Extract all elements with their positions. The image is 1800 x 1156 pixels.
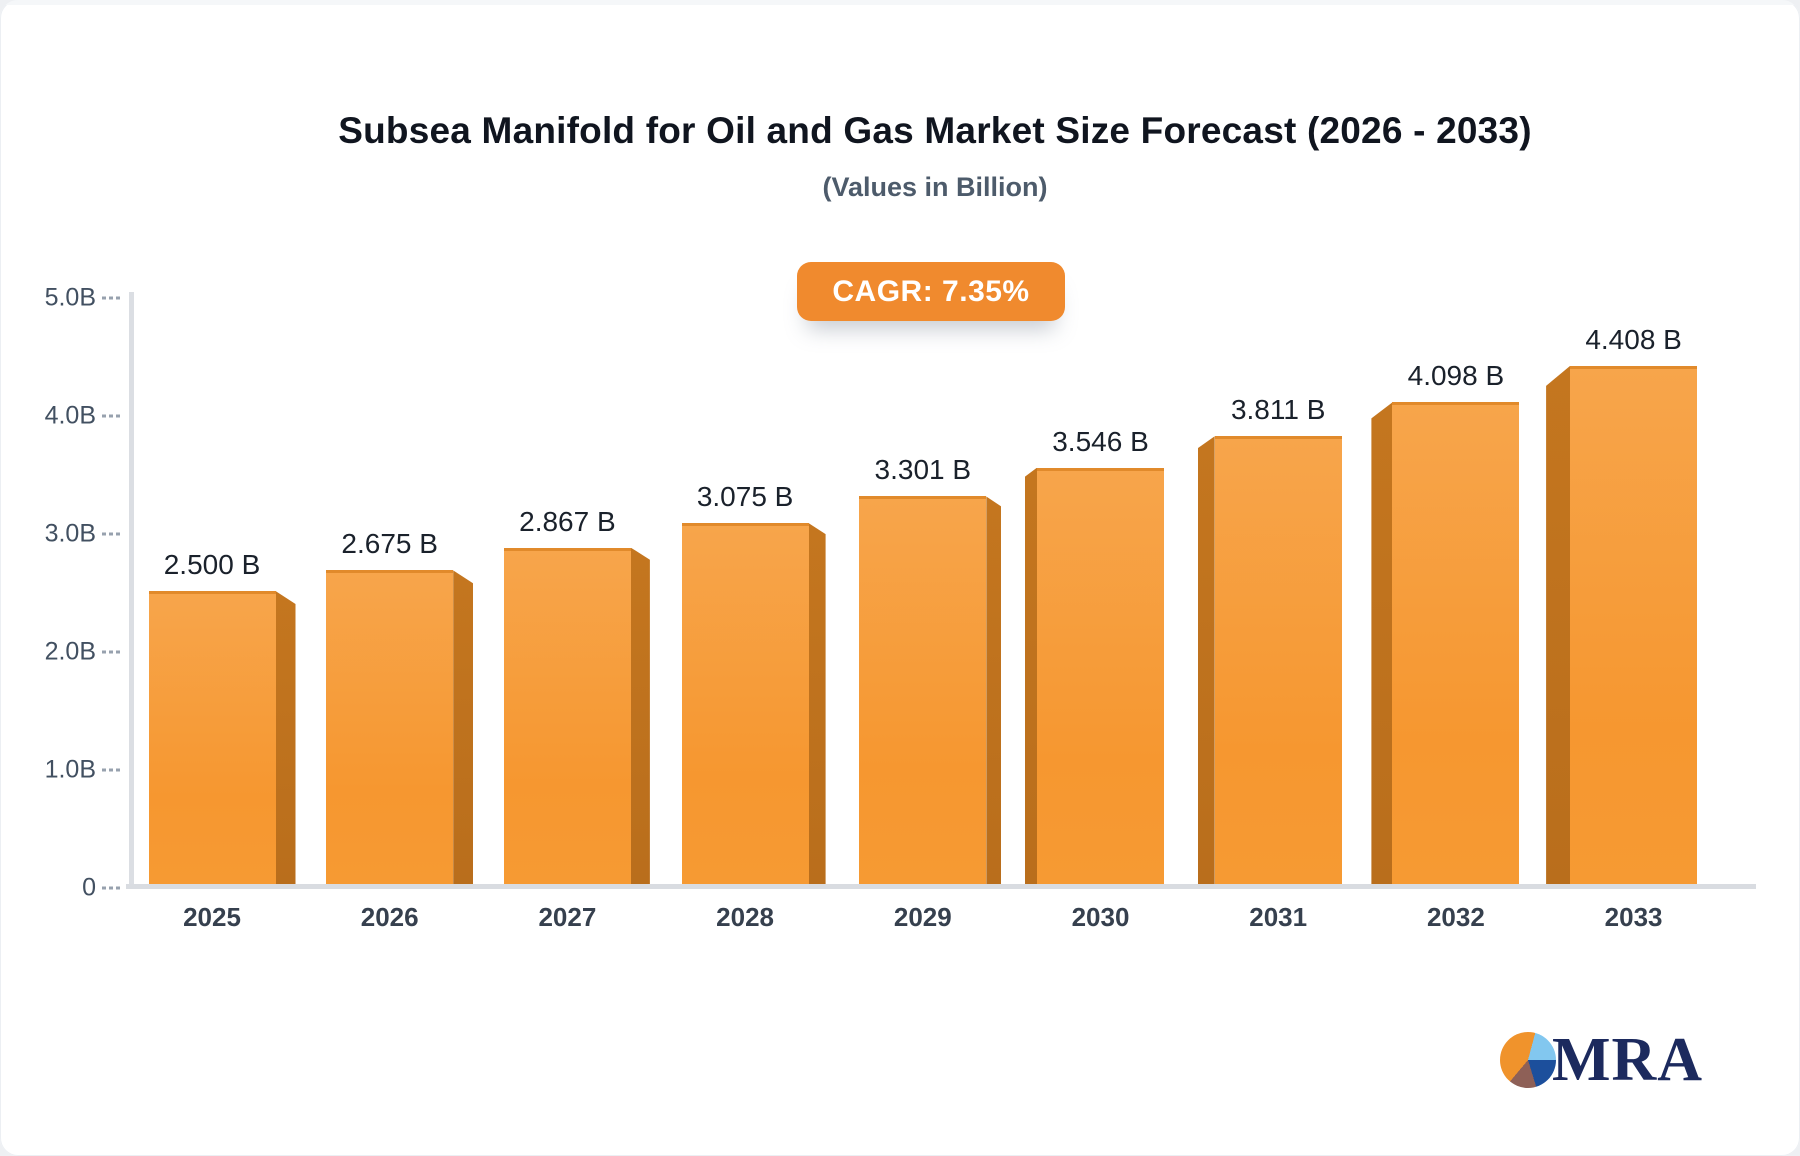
logo-text: MRA <box>1552 1026 1704 1094</box>
bar-2029 <box>859 496 987 884</box>
y-tick-mark <box>102 650 122 654</box>
y-tick-label: 4.0B <box>44 401 96 430</box>
bar-3d-side-2027 <box>630 547 650 884</box>
bar-2030 <box>1037 467 1164 884</box>
y-tick-mark <box>102 886 122 890</box>
bar-2031 <box>1214 436 1342 884</box>
bar-value-label: 4.408 B <box>1585 323 1682 355</box>
bar-3d-side-2032 <box>1371 402 1393 884</box>
x-axis-label-2025: 2025 <box>183 902 241 932</box>
pie-chart-icon <box>1500 1032 1556 1088</box>
cagr-badge-label: CAGR: 7.35% <box>832 274 1030 308</box>
y-tick-mark <box>102 296 122 300</box>
x-axis-label-2032: 2032 <box>1426 902 1485 932</box>
x-axis-label-2031: 2031 <box>1249 902 1308 932</box>
x-axis-line <box>126 884 1756 889</box>
bar-3d-side-2030 <box>1025 467 1037 884</box>
y-axis-line <box>129 292 134 889</box>
y-tick-label: 3.0B <box>44 519 96 548</box>
x-axis-label-2026: 2026 <box>360 902 419 932</box>
bar-3d-side-2025 <box>275 591 296 884</box>
bar-2025 <box>148 591 276 884</box>
x-axis-label-2029: 2029 <box>893 902 952 932</box>
bar-3d-side-2033 <box>1546 365 1571 884</box>
bar-2027 <box>503 547 631 884</box>
bar-value-label: 2.675 B <box>341 528 438 560</box>
bar-value-label: 3.811 B <box>1230 394 1326 426</box>
bar-2033 <box>1570 365 1698 884</box>
mra-logo: MRA <box>1500 1026 1704 1094</box>
bar-value-label: 2.867 B <box>519 505 616 537</box>
y-tick-mark <box>102 768 122 772</box>
bar-2026 <box>326 570 454 884</box>
cagr-badge: CAGR: 7.35% <box>797 262 1065 321</box>
bar-value-label: 3.301 B <box>874 454 972 486</box>
x-axis-label-2033: 2033 <box>1604 902 1663 932</box>
bar-3d-side-2031 <box>1197 436 1215 884</box>
x-axis-label-2028: 2028 <box>716 902 775 932</box>
y-tick-label: 2.0B <box>44 637 96 666</box>
bar-value-label: 3.075 B <box>696 481 794 513</box>
chart-title: Subsea Manifold for Oil and Gas Market S… <box>338 110 1532 151</box>
y-tick-mark <box>102 532 122 536</box>
bar-3d-side-2026 <box>453 570 474 884</box>
bar-3d-side-2029 <box>986 496 1002 884</box>
bar-value-label: 3.546 B <box>1052 425 1149 457</box>
y-tick-label: 1.0B <box>44 755 96 784</box>
y-tick-mark <box>102 414 122 418</box>
bar-2032 <box>1392 402 1520 884</box>
x-axis-label-2027: 2027 <box>538 902 597 932</box>
bar-value-label: 4.098 B <box>1407 360 1505 392</box>
y-tick-label: 5.0B <box>44 283 96 312</box>
chart-subtitle: (Values in Billion) <box>822 172 1048 202</box>
bar-3d-side-2028 <box>808 523 826 884</box>
card-edge <box>0 0 1800 5</box>
bar-value-label: 2.500 B <box>163 549 261 580</box>
x-axis-label-2030: 2030 <box>1071 902 1130 932</box>
y-tick-label: 0 <box>82 873 96 902</box>
bar-2028 <box>681 523 809 884</box>
